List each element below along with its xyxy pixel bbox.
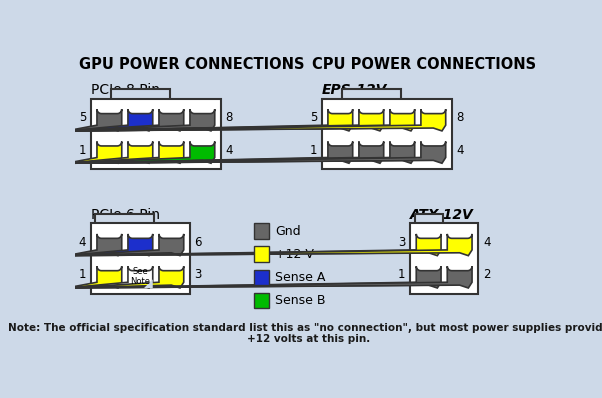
Text: Sense B: Sense B [275,294,326,307]
Polygon shape [67,234,441,256]
Text: 5: 5 [79,111,86,124]
Text: ATX-12V: ATX-12V [410,208,474,222]
Text: 4: 4 [79,236,86,249]
Text: 8: 8 [226,111,233,124]
Polygon shape [67,109,184,131]
Polygon shape [67,142,184,163]
Text: GPU POWER CONNECTIONS: GPU POWER CONNECTIONS [79,57,304,72]
Polygon shape [67,266,153,288]
Text: PCIe 6 Pin: PCIe 6 Pin [91,208,160,222]
Polygon shape [67,266,122,288]
Text: 3: 3 [398,236,405,249]
Text: 8: 8 [456,111,464,124]
Text: 4: 4 [456,144,464,157]
Text: +12 volts at this pin.: +12 volts at this pin. [247,334,370,344]
Bar [91,223,190,294]
Text: CPU POWER CONNECTIONS: CPU POWER CONNECTIONS [312,57,536,72]
Text: 6: 6 [194,236,202,249]
Text: 1: 1 [398,268,405,281]
Polygon shape [67,266,441,288]
Text: 2: 2 [483,268,491,281]
Text: 4: 4 [483,236,491,249]
Text: 1: 1 [309,144,317,157]
Polygon shape [67,109,445,131]
Polygon shape [67,266,472,288]
Bar [253,293,269,308]
Text: 5: 5 [309,111,317,124]
Text: 3: 3 [194,268,202,281]
Polygon shape [67,234,153,256]
Polygon shape [67,234,472,256]
Polygon shape [67,109,153,131]
Text: Gnd: Gnd [275,224,301,238]
Text: See
Note: See Note [131,267,150,286]
Polygon shape [67,234,122,256]
Bar [253,223,269,239]
Polygon shape [67,109,383,131]
Polygon shape [67,142,415,163]
Text: EPS-12V: EPS-12V [321,83,387,97]
Polygon shape [95,214,154,223]
Bar [321,99,452,170]
Polygon shape [67,266,184,288]
Text: Sense A: Sense A [275,271,326,284]
Polygon shape [67,142,122,163]
Polygon shape [111,89,170,99]
Polygon shape [67,142,215,163]
Bar [91,99,221,170]
Bar [410,223,478,294]
Polygon shape [67,109,215,131]
Polygon shape [67,142,353,163]
Polygon shape [415,214,442,223]
Bar [253,246,269,262]
Polygon shape [67,142,153,163]
Polygon shape [67,142,383,163]
Text: +12 V: +12 V [275,248,314,261]
Polygon shape [342,89,401,99]
Text: Note: The official specification standard list this as "no connection", but most: Note: The official specification standar… [8,324,602,334]
Bar [253,269,269,285]
Polygon shape [67,142,445,163]
Polygon shape [67,109,353,131]
Polygon shape [67,109,122,131]
Polygon shape [67,234,184,256]
Polygon shape [144,279,153,288]
Text: PCIe 8 Pin: PCIe 8 Pin [91,83,160,97]
Polygon shape [67,109,415,131]
Text: 4: 4 [226,144,233,157]
Text: 1: 1 [79,268,86,281]
Text: 1: 1 [79,144,86,157]
